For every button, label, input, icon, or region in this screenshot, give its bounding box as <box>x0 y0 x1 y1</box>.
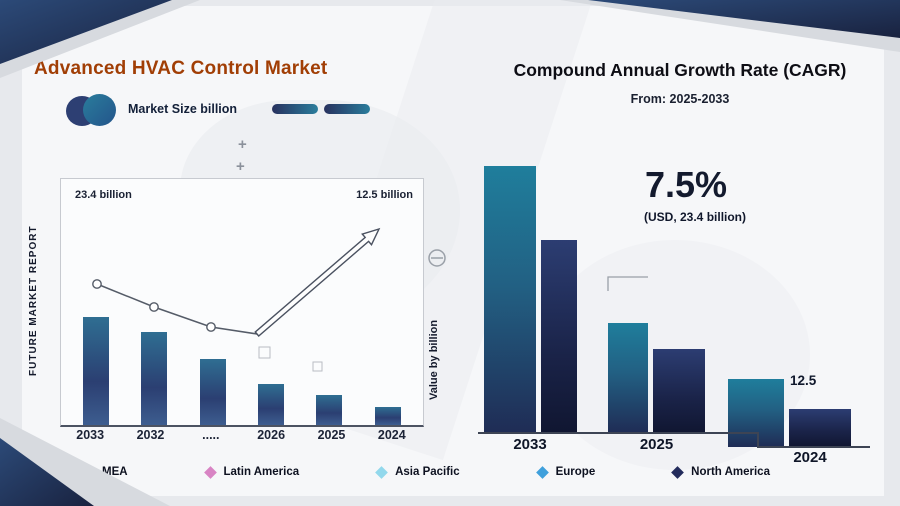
legend-item-north-america: North America <box>671 465 770 479</box>
annotation-12-5: 12.5 <box>790 373 817 388</box>
cagr-bar-2025-market-size-low <box>653 349 705 433</box>
legend-diamond-icon <box>82 465 95 479</box>
left-x-axis-label: 2024 <box>377 428 406 442</box>
pie-chart-icon <box>66 94 118 128</box>
cagr-bar-2033-market-size-low <box>541 240 577 433</box>
left-y-axis-label: FUTURE MARKET REPORT <box>28 225 39 377</box>
left-chart-title: Advanced HVAC Control Market <box>34 58 328 79</box>
legend-item-asia-pacific: Asia Pacific <box>375 465 460 479</box>
market-size-bar <box>199 359 226 425</box>
trend-marker <box>206 322 216 332</box>
market-size-bar-column <box>242 285 300 425</box>
market-size-bar-column <box>300 285 358 425</box>
cagr-bar-2025-market-size-high <box>608 323 648 433</box>
legend-label: Latin America <box>223 466 300 478</box>
market-size-legend-label: Market Size billion <box>128 102 238 116</box>
gradient-pill-decoration <box>272 104 318 114</box>
legend-item-mea: MEA <box>82 465 128 479</box>
left-x-axis-label: 2032 <box>136 428 165 442</box>
right-y-axis-label: Value by billion <box>428 319 440 401</box>
market-size-bars <box>67 285 417 425</box>
trend-marker <box>149 302 159 312</box>
market-size-bar <box>141 332 168 425</box>
legend-label: MEA <box>102 466 128 478</box>
pie-slice-teal <box>83 94 116 126</box>
trend-arrow <box>254 227 381 337</box>
market-size-bar-column <box>359 285 417 425</box>
right-chart-title: Compound Annual Growth Rate (CAGR) <box>513 60 847 80</box>
left-x-axis-label: 2025 <box>317 428 346 442</box>
bar-group-2033 <box>484 166 577 433</box>
annotation-12-5-billion: 12.5 billion <box>356 189 413 201</box>
region-legend: MEA Latin America Asia Pacific Europe North … <box>82 465 770 479</box>
legend-diamond-icon <box>375 465 388 479</box>
square-decoration <box>312 361 323 372</box>
plus-decoration: + <box>236 158 245 175</box>
legend-diamond-icon <box>535 465 549 479</box>
trend-overlay <box>92 227 381 372</box>
cagr-caption: (USD, 23.4 billion) <box>644 210 747 224</box>
square-decoration <box>258 346 271 359</box>
left-x-axis-label: 2033 <box>76 428 105 442</box>
bar-group-2025 <box>608 323 705 433</box>
left-x-axis-labels: 2033 2032..... 2026 2025 2024 <box>60 428 422 442</box>
legend-diamond-icon <box>203 465 217 479</box>
right-chart-subtitle: From: 2025-2033 <box>630 92 730 106</box>
cagr-value: 7.5% <box>645 164 728 205</box>
bar-group-2024 <box>728 379 851 447</box>
market-size-bar <box>316 395 343 425</box>
market-size-bar <box>374 407 401 425</box>
trend-line <box>96 283 258 335</box>
cagr-bar-2024-market-size-low <box>789 409 851 447</box>
market-size-bar-column <box>184 285 242 425</box>
gradient-pill-decoration <box>324 104 370 114</box>
legend-item-latin-america: Latin America <box>203 465 300 479</box>
market-size-bar-column <box>125 285 183 425</box>
legend-label: Europe <box>555 466 596 478</box>
trend-marker <box>92 279 102 289</box>
right-x-axis-label-2024: 2024 <box>793 449 827 466</box>
right-x-axis-label-2033: 2033 <box>513 436 547 453</box>
annotation-23-4-billion: 23.4 billion <box>75 189 132 201</box>
left-chart-panel: 23.4 billion 12.5 billion <box>60 178 424 427</box>
market-size-bar <box>258 384 285 425</box>
legend-item-europe: Europe <box>535 465 596 479</box>
left-x-axis-label: ..... <box>202 428 220 442</box>
plus-decoration: + <box>238 136 247 153</box>
legend-label: North America <box>691 466 770 478</box>
cagr-bar-2033-market-size-high <box>484 166 536 433</box>
legend-diamond-icon <box>671 465 685 479</box>
market-size-bar <box>83 317 110 425</box>
cagr-bar-2024-market-size-high <box>728 379 784 447</box>
left-x-axis-label: 2026 <box>257 428 286 442</box>
right-x-axis-label-2025: 2025 <box>639 436 674 453</box>
market-size-bar-column <box>67 285 125 425</box>
legend-label: Asia Pacific <box>395 466 460 478</box>
